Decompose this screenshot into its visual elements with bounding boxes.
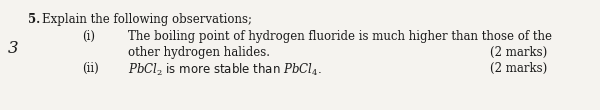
Text: (ii): (ii)	[82, 62, 99, 75]
Text: 5.: 5.	[28, 13, 40, 26]
Text: 3: 3	[8, 39, 19, 57]
Text: Explain the following observations;: Explain the following observations;	[42, 13, 252, 26]
Text: The boiling point of hydrogen fluoride is much higher than those of the: The boiling point of hydrogen fluoride i…	[128, 30, 552, 43]
Text: (i): (i)	[82, 30, 95, 43]
Text: $PbCl_2$ is more stable than $PbCl_4$.: $PbCl_2$ is more stable than $PbCl_4$.	[128, 62, 322, 78]
Text: (2 marks): (2 marks)	[490, 46, 547, 59]
Text: (2 marks): (2 marks)	[490, 62, 547, 75]
Text: other hydrogen halides.: other hydrogen halides.	[128, 46, 270, 59]
